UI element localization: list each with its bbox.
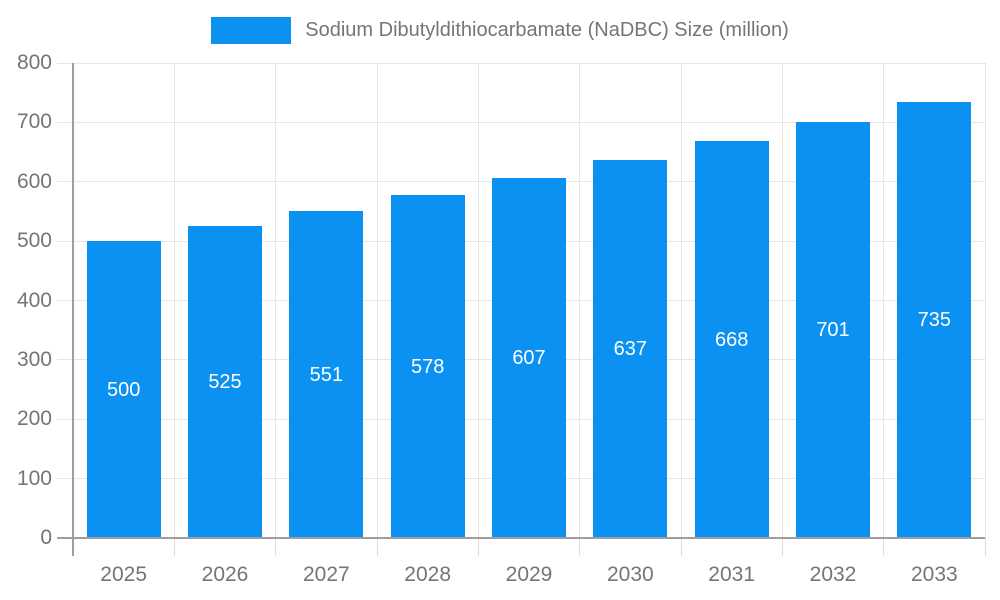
x-gridline: [579, 63, 581, 538]
x-axis-tick: [883, 538, 885, 556]
x-gridline: [680, 63, 682, 538]
y-axis-tick-label: 300: [16, 347, 52, 371]
x-axis-tick-label: 2025: [100, 563, 148, 586]
y-axis-tick-label: 200: [16, 407, 52, 431]
legend-label: Sodium Dibutyldithiocarbamate (NaDBC) Si…: [305, 19, 789, 41]
y-axis-tick-label: 0: [40, 526, 52, 549]
bar: 500: [86, 241, 161, 538]
x-gridline: [984, 63, 986, 538]
bar-value-label: 637: [613, 338, 648, 360]
bar: 701: [796, 122, 870, 538]
bar: 735: [897, 102, 972, 538]
bar-value-label: 607: [512, 347, 546, 369]
x-gridline: [173, 63, 175, 538]
y-axis-tick-label: 500: [16, 229, 52, 253]
y-axis-tick-label: 100: [16, 466, 52, 490]
bar: 578: [390, 195, 465, 538]
x-gridline: [477, 63, 479, 538]
x-axis-line: [57, 537, 985, 539]
x-axis-tick: [680, 538, 682, 556]
bar: 668: [694, 141, 769, 538]
bar-value-label: 525: [208, 371, 242, 393]
x-axis-tick: [376, 538, 378, 556]
x-axis-tick-label: 2031: [708, 563, 756, 586]
bar-value-label: 500: [106, 378, 141, 401]
x-gridline: [376, 63, 378, 538]
x-axis-tick-label: 2026: [201, 563, 249, 586]
x-gridline: [781, 63, 783, 538]
x-axis-tick-label: 2033: [910, 563, 958, 586]
bar-value-label: 701: [816, 319, 850, 341]
x-axis-tick: [173, 538, 175, 556]
y-axis-tick-label: 800: [16, 51, 52, 74]
x-axis-tick-label: 2028: [404, 563, 452, 586]
x-gridline: [275, 63, 277, 538]
x-gridline: [883, 63, 885, 538]
chart-legend[interactable]: Sodium Dibutyldithiocarbamate (NaDBC) Si…: [0, 17, 1000, 44]
x-axis-tick: [579, 538, 581, 556]
y-axis-line: [72, 63, 74, 556]
x-axis-tick: [275, 538, 277, 556]
x-axis-tick: [477, 538, 479, 556]
bar: 525: [188, 226, 262, 538]
x-axis-tick-label: 2032: [809, 563, 857, 586]
x-axis-tick-label: 2029: [505, 563, 553, 586]
y-gridline: [57, 62, 985, 64]
x-axis-tick: [984, 538, 986, 556]
y-gridline: [57, 121, 985, 123]
bar: 551: [289, 211, 364, 538]
bar-value-label: 551: [309, 363, 344, 386]
bar: 637: [593, 160, 668, 538]
y-axis-tick-label: 600: [16, 169, 52, 193]
bar-value-label: 735: [917, 309, 952, 331]
x-axis-tick: [781, 538, 783, 556]
x-axis-tick-label: 2030: [606, 563, 654, 586]
y-axis-tick-label: 400: [16, 288, 52, 312]
x-axis-tick-label: 2027: [302, 563, 350, 586]
bar-value-label: 578: [410, 355, 445, 378]
y-axis-tick-label: 700: [16, 110, 52, 134]
bar-value-label: 668: [714, 328, 749, 351]
legend-swatch: [211, 17, 292, 44]
bar: 607: [492, 178, 566, 538]
